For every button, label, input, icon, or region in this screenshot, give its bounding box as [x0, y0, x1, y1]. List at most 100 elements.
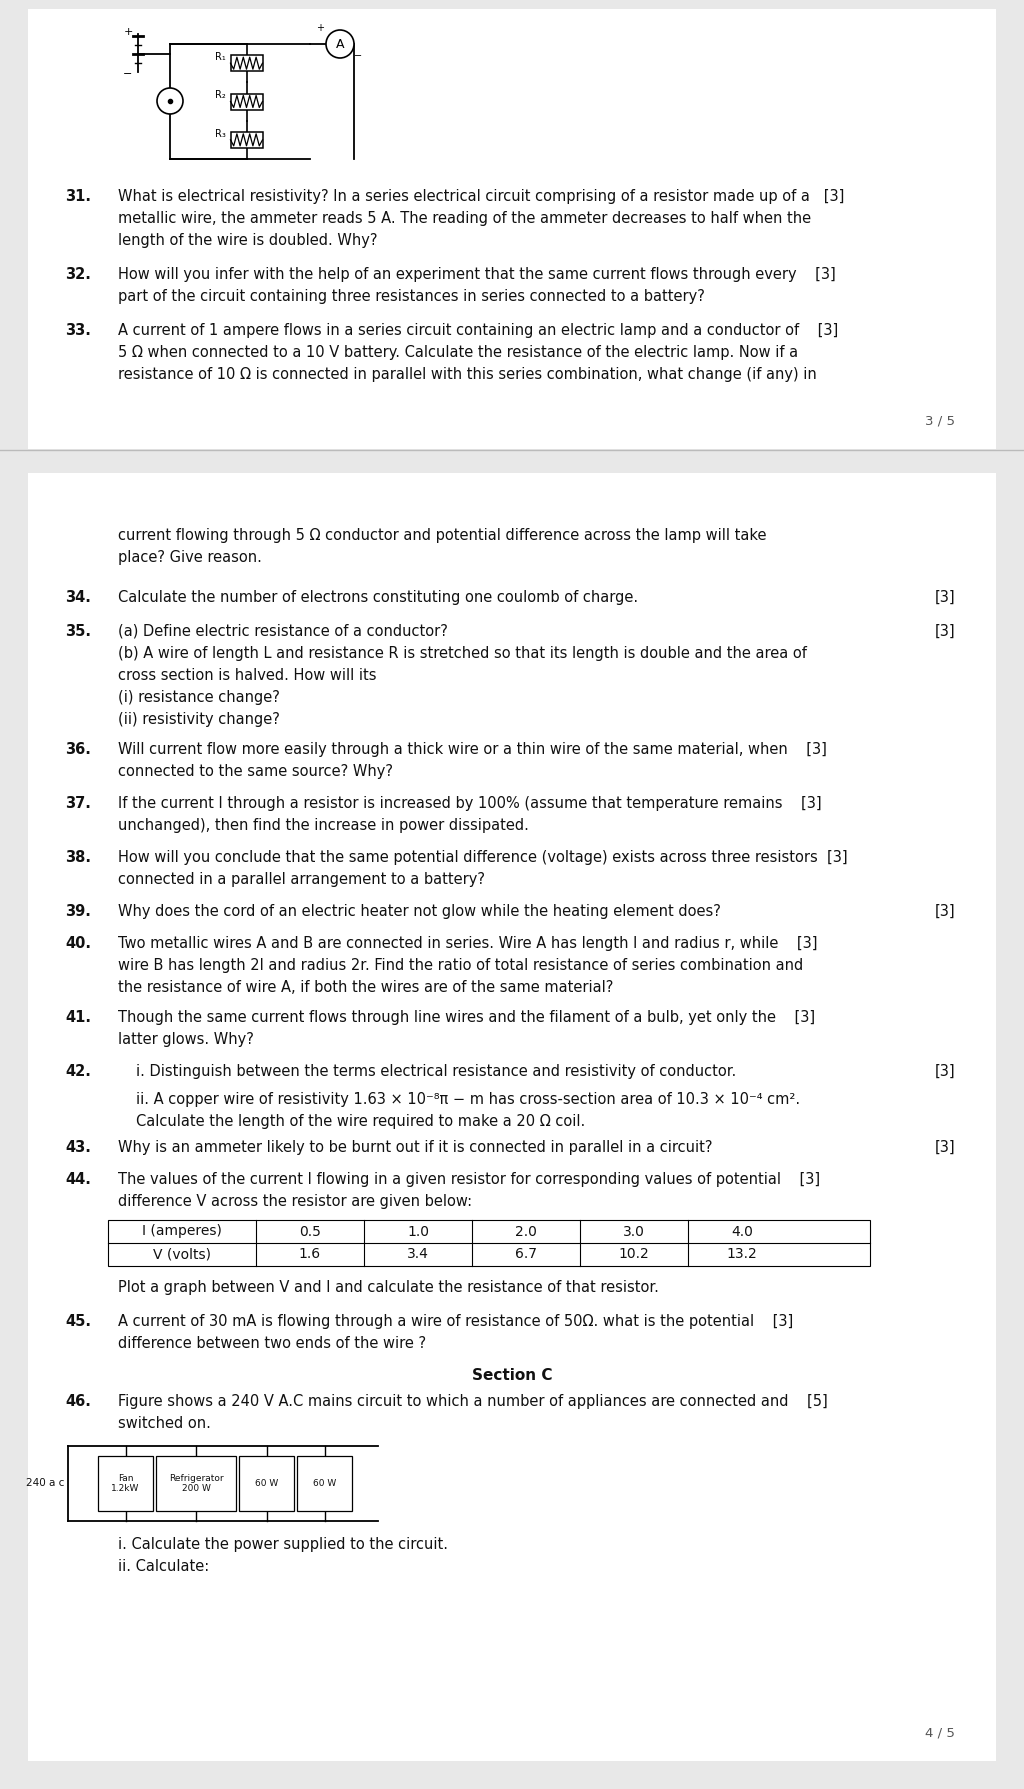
Text: [3]: [3]: [934, 590, 955, 605]
Text: Fan
1.2kW: Fan 1.2kW: [112, 1474, 139, 1494]
Text: cross section is halved. How will its: cross section is halved. How will its: [118, 667, 377, 683]
Bar: [239, 1456, 294, 1512]
Text: 45.: 45.: [65, 1313, 91, 1329]
Bar: [297, 1456, 352, 1512]
Text: 1.6: 1.6: [299, 1247, 322, 1261]
Text: Refrigerator
200 W: Refrigerator 200 W: [169, 1474, 223, 1494]
Text: 35.: 35.: [65, 624, 91, 639]
Text: 3.4: 3.4: [408, 1247, 429, 1261]
Text: Calculate the number of electrons constituting one coulomb of charge.: Calculate the number of electrons consti…: [118, 590, 638, 605]
Text: (b) A wire of length L and resistance R is stretched so that its length is doubl: (b) A wire of length L and resistance R …: [118, 646, 807, 660]
Text: 36.: 36.: [65, 742, 91, 757]
Text: 43.: 43.: [65, 1140, 91, 1156]
Text: 5 Ω when connected to a 10 V battery. Calculate the resistance of the electric l: 5 Ω when connected to a 10 V battery. Ca…: [118, 345, 798, 360]
Text: Why does the cord of an electric heater not glow while the heating element does?: Why does the cord of an electric heater …: [118, 903, 721, 920]
Text: (a) Define electric resistance of a conductor?: (a) Define electric resistance of a cond…: [118, 624, 447, 639]
Text: unchanged), then find the increase in power dissipated.: unchanged), then find the increase in po…: [118, 818, 528, 834]
Bar: [230, 132, 262, 148]
Text: −: −: [354, 52, 362, 61]
Text: length of the wire is doubled. Why?: length of the wire is doubled. Why?: [118, 233, 378, 249]
Text: 39.: 39.: [65, 903, 91, 920]
Text: metallic wire, the ammeter reads 5 A. The reading of the ammeter decreases to ha: metallic wire, the ammeter reads 5 A. Th…: [118, 211, 811, 225]
Text: 34.: 34.: [65, 590, 91, 605]
Text: 60 W: 60 W: [313, 1480, 336, 1488]
Text: resistance of 10 Ω is connected in parallel with this series combination, what c: resistance of 10 Ω is connected in paral…: [118, 367, 817, 383]
Text: R₃: R₃: [215, 129, 225, 140]
Text: Section C: Section C: [472, 1369, 552, 1383]
Text: Calculate the length of the wire required to make a 20 Ω coil.: Calculate the length of the wire require…: [136, 1115, 586, 1129]
Text: R₂: R₂: [215, 91, 225, 100]
Text: A current of 30 mA is flowing through a wire of resistance of 50Ω. what is the p: A current of 30 mA is flowing through a …: [118, 1313, 794, 1329]
Bar: [156, 1456, 236, 1512]
Text: R₁: R₁: [215, 52, 225, 63]
Text: 6.7: 6.7: [515, 1247, 537, 1261]
Text: Two metallic wires A and B are connected in series. Wire A has length l and radi: Two metallic wires A and B are connected…: [118, 936, 817, 952]
Text: 4 / 5: 4 / 5: [925, 1726, 955, 1739]
Text: Will current flow more easily through a thick wire or a thin wire of the same ma: Will current flow more easily through a …: [118, 742, 826, 757]
Bar: [28, 472, 996, 1760]
Text: (ii) resistivity change?: (ii) resistivity change?: [118, 712, 280, 726]
Text: part of the circuit containing three resistances in series connected to a batter: part of the circuit containing three res…: [118, 290, 705, 304]
Text: V (volts): V (volts): [153, 1247, 211, 1261]
Text: 33.: 33.: [65, 324, 91, 338]
Text: 44.: 44.: [65, 1172, 91, 1186]
Text: 32.: 32.: [65, 267, 91, 283]
Text: 10.2: 10.2: [618, 1247, 649, 1261]
Text: wire B has length 2l and radius 2r. Find the ratio of total resistance of series: wire B has length 2l and radius 2r. Find…: [118, 957, 803, 973]
Text: i. Distinguish between the terms electrical resistance and resistivity of conduc: i. Distinguish between the terms electri…: [136, 1064, 736, 1079]
Text: 13.2: 13.2: [727, 1247, 758, 1261]
Text: 31.: 31.: [65, 190, 91, 204]
Text: [3]: [3]: [934, 624, 955, 639]
Text: [3]: [3]: [934, 1064, 955, 1079]
Text: difference between two ends of the wire ?: difference between two ends of the wire …: [118, 1336, 426, 1351]
Text: 240 a c: 240 a c: [26, 1478, 63, 1488]
Text: latter glows. Why?: latter glows. Why?: [118, 1032, 254, 1047]
Text: ii. A copper wire of resistivity 1.63 × 10⁻⁸π − m has cross-section area of 10.3: ii. A copper wire of resistivity 1.63 × …: [136, 1091, 800, 1107]
Text: I (amperes): I (amperes): [142, 1224, 222, 1238]
Text: The values of the current I flowing in a given resistor for corresponding values: The values of the current I flowing in a…: [118, 1172, 820, 1186]
Text: 42.: 42.: [65, 1064, 91, 1079]
Bar: [230, 55, 262, 72]
Text: A: A: [336, 38, 344, 50]
Text: [3]: [3]: [934, 903, 955, 920]
Text: connected in a parallel arrangement to a battery?: connected in a parallel arrangement to a…: [118, 871, 485, 887]
Text: 2.0: 2.0: [515, 1224, 537, 1238]
Text: 38.: 38.: [65, 850, 91, 866]
Text: [3]: [3]: [934, 1140, 955, 1156]
Text: place? Give reason.: place? Give reason.: [118, 549, 262, 565]
Text: 0.5: 0.5: [299, 1224, 321, 1238]
Text: current flowing through 5 Ω conductor and potential difference across the lamp w: current flowing through 5 Ω conductor an…: [118, 528, 767, 544]
Text: connected to the same source? Why?: connected to the same source? Why?: [118, 764, 393, 778]
Text: +: +: [123, 27, 133, 38]
Text: 46.: 46.: [65, 1394, 91, 1410]
Text: ii. Calculate:: ii. Calculate:: [118, 1558, 209, 1574]
Text: 40.: 40.: [65, 936, 91, 952]
Text: 3.0: 3.0: [623, 1224, 645, 1238]
Text: A current of 1 ampere flows in a series circuit containing an electric lamp and : A current of 1 ampere flows in a series …: [118, 324, 839, 338]
Text: 3 / 5: 3 / 5: [925, 413, 955, 428]
Text: switched on.: switched on.: [118, 1417, 211, 1431]
Circle shape: [326, 30, 354, 57]
Bar: [98, 1456, 153, 1512]
Text: 4.0: 4.0: [731, 1224, 753, 1238]
Text: 1.0: 1.0: [407, 1224, 429, 1238]
Text: +: +: [316, 23, 324, 32]
Text: How will you infer with the help of an experiment that the same current flows th: How will you infer with the help of an e…: [118, 267, 836, 283]
Text: the resistance of wire A, if both the wires are of the same material?: the resistance of wire A, if both the wi…: [118, 980, 613, 995]
Text: What is electrical resistivity? In a series electrical circuit comprising of a r: What is electrical resistivity? In a ser…: [118, 190, 845, 204]
Text: (i) resistance change?: (i) resistance change?: [118, 691, 280, 705]
Bar: [28, 9, 996, 449]
Text: Though the same current flows through line wires and the filament of a bulb, yet: Though the same current flows through li…: [118, 1011, 815, 1025]
Text: Figure shows a 240 V A.C mains circuit to which a number of appliances are conne: Figure shows a 240 V A.C mains circuit t…: [118, 1394, 827, 1410]
Text: Plot a graph between V and I and calculate the resistance of that resistor.: Plot a graph between V and I and calcula…: [118, 1279, 658, 1295]
Text: How will you conclude that the same potential difference (voltage) exists across: How will you conclude that the same pote…: [118, 850, 848, 866]
Text: i. Calculate the power supplied to the circuit.: i. Calculate the power supplied to the c…: [118, 1537, 449, 1553]
Circle shape: [157, 88, 183, 114]
Text: 41.: 41.: [65, 1011, 91, 1025]
Text: If the current I through a resistor is increased by 100% (assume that temperatur: If the current I through a resistor is i…: [118, 796, 821, 810]
Text: 60 W: 60 W: [255, 1480, 279, 1488]
Bar: [108, 1220, 870, 1267]
Text: −: −: [123, 70, 133, 79]
Text: difference V across the resistor are given below:: difference V across the resistor are giv…: [118, 1193, 472, 1209]
Text: Why is an ammeter likely to be burnt out if it is connected in parallel in a cir: Why is an ammeter likely to be burnt out…: [118, 1140, 713, 1156]
